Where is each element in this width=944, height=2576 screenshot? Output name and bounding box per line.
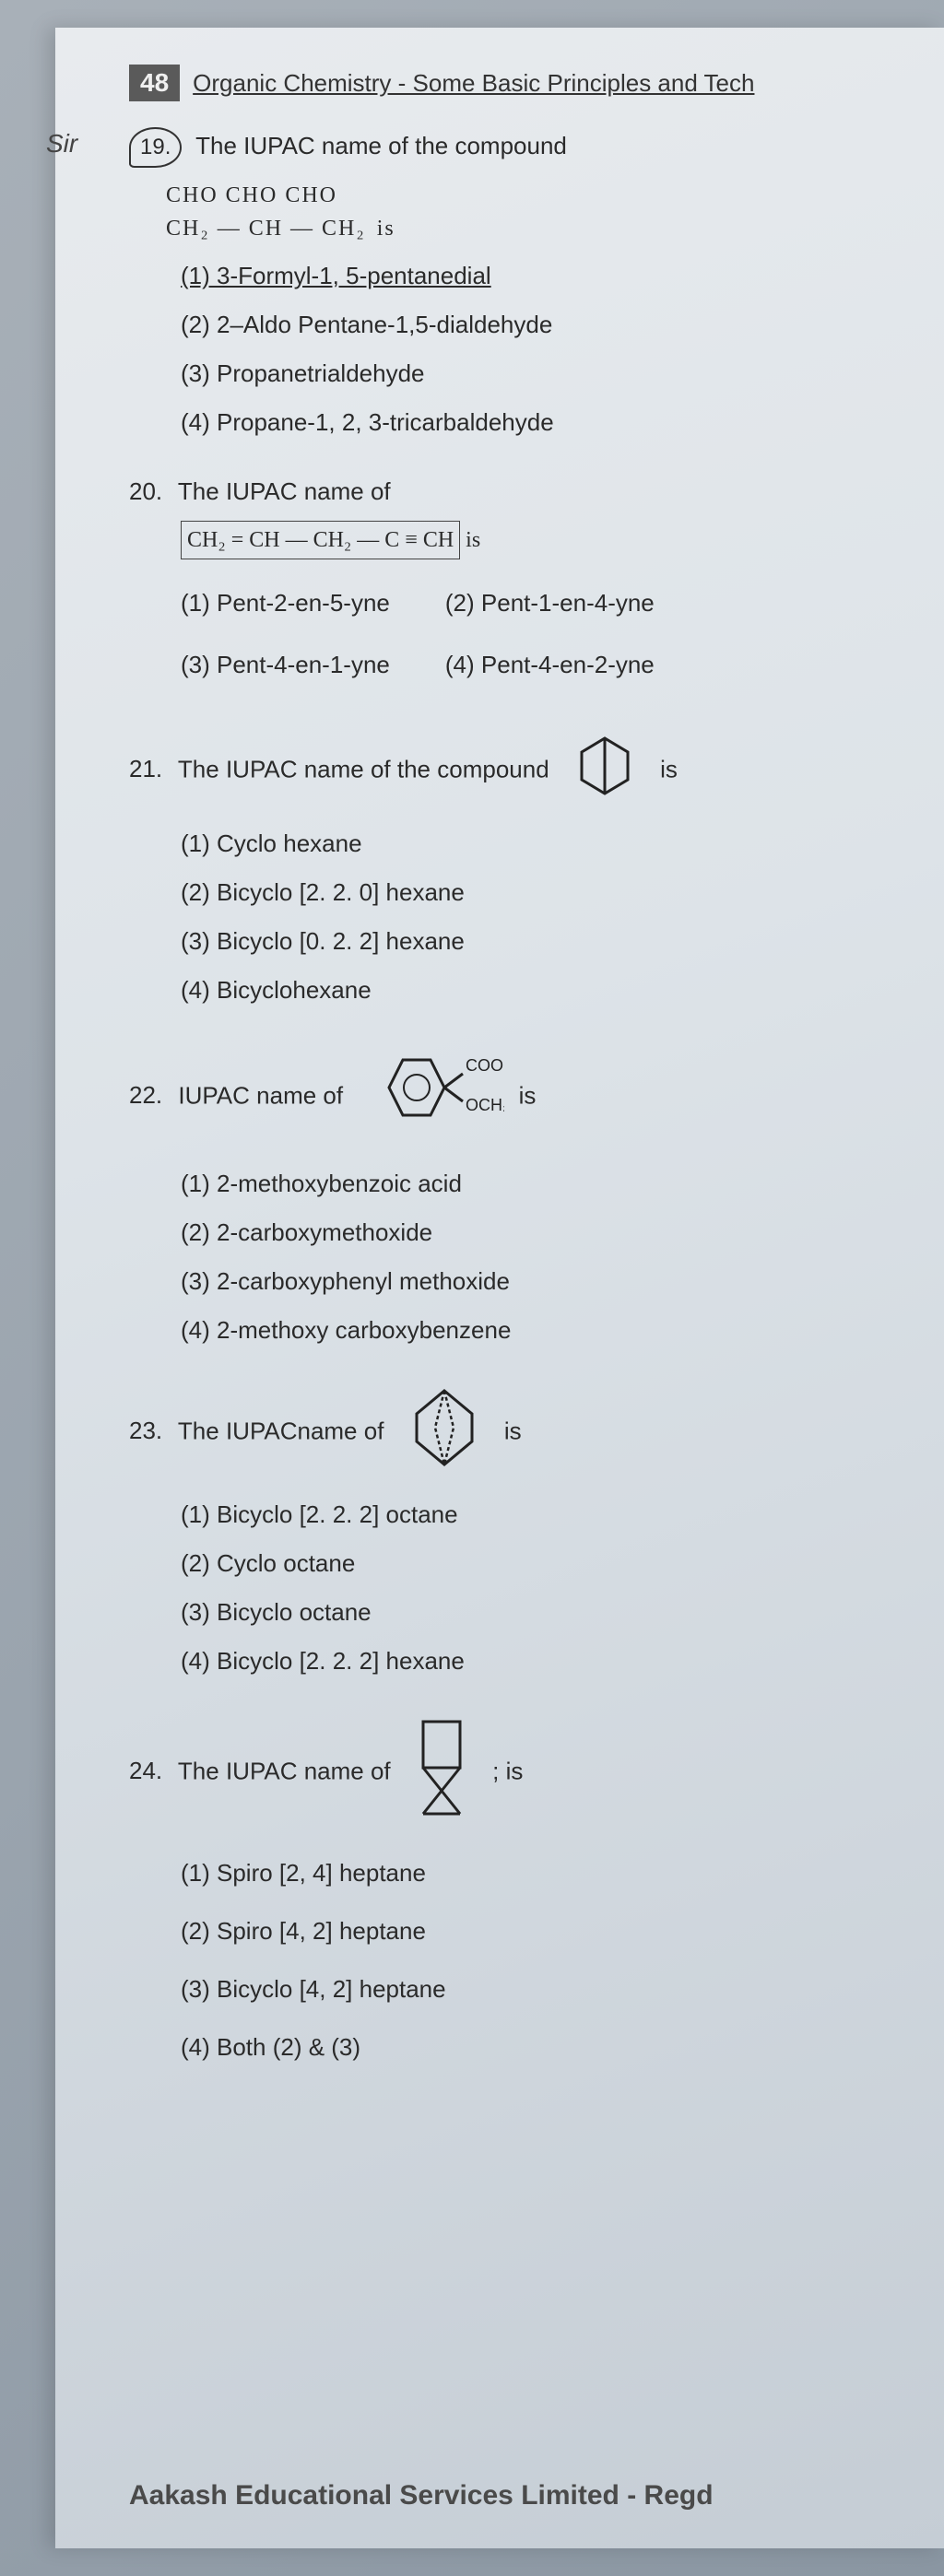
question-number: 23. bbox=[129, 1413, 162, 1449]
cooh-label: COOH bbox=[466, 1056, 504, 1075]
options-list: (1) Cyclo hexane (2) Bicyclo [2. 2. 0] h… bbox=[181, 826, 926, 1008]
question-text: The IUPACname of bbox=[178, 1417, 384, 1444]
is-label: is bbox=[466, 528, 480, 552]
question-24: 24. The IUPAC name of ; is (1) Spiro [2,… bbox=[129, 1712, 926, 2065]
options-list: (1) Bicyclo [2. 2. 2] octane (2) Cyclo o… bbox=[181, 1497, 926, 1679]
chapter-title: Organic Chemistry - Some Basic Principle… bbox=[193, 69, 754, 98]
question-21: 21. The IUPAC name of the compound is (1… bbox=[129, 729, 926, 1008]
question-19: 19. The IUPAC name of the compound CHO C… bbox=[129, 127, 926, 441]
option-3: (3) Propanetrialdehyde bbox=[181, 356, 926, 392]
option-4: (4) Both (2) & (3) bbox=[181, 2029, 926, 2065]
chemical-structure: CHO CHO CHO CH₂ — CH — CH₂ is bbox=[166, 179, 926, 245]
option-2: (2) Spiro [4, 2] heptane bbox=[181, 1913, 926, 1949]
option-4: (4) Pent-4-en-2-yne bbox=[445, 647, 655, 683]
question-text: The IUPAC name of the compound bbox=[178, 755, 549, 782]
option-1: (1) Pent-2-en-5-yne bbox=[181, 585, 390, 621]
structure-line: CHO CHO CHO bbox=[166, 179, 926, 212]
option-4: (4) Bicyclohexane bbox=[181, 972, 926, 1008]
benzene-figure-icon: COOH OCH₃ bbox=[357, 1041, 504, 1153]
question-text: IUPAC name of bbox=[178, 1081, 343, 1109]
structure-line: CH₂ — CH — CH₂ bbox=[166, 212, 366, 245]
is-label: is bbox=[504, 1417, 522, 1444]
question-text: The IUPAC name of bbox=[178, 1757, 391, 1784]
bicyclo-figure-icon bbox=[563, 729, 646, 813]
option-1: (1) 2-methoxybenzoic acid bbox=[181, 1166, 926, 1202]
och3-label: OCH₃ bbox=[466, 1096, 504, 1114]
option-2: (2) Bicyclo [2. 2. 0] hexane bbox=[181, 875, 926, 911]
question-text: The IUPAC name of bbox=[178, 477, 391, 505]
question-number: 22. bbox=[129, 1077, 162, 1113]
question-number: 19. bbox=[129, 127, 182, 168]
question-22: 22. IUPAC name of COOH OCH₃ is (1) 2-met… bbox=[129, 1041, 926, 1348]
option-3: (3) 2-carboxyphenyl methoxide bbox=[181, 1264, 926, 1300]
option-1: (1) Spiro [2, 4] heptane bbox=[181, 1855, 926, 1891]
page-footer: Aakash Educational Services Limited - Re… bbox=[129, 2480, 944, 2511]
is-label: is bbox=[660, 755, 678, 782]
option-3: (3) Bicyclo octane bbox=[181, 1594, 926, 1630]
page: 48 Organic Chemistry - Some Basic Princi… bbox=[55, 28, 944, 2548]
options-list: (1) Spiro [2, 4] heptane (2) Spiro [4, 2… bbox=[181, 1855, 926, 2065]
options-list: (1) Pent-2-en-5-yne (2) Pent-1-en-4-yne … bbox=[181, 572, 926, 696]
options-list: (1) 3-Formyl-1, 5-pentanedial (2) 2–Aldo… bbox=[181, 258, 926, 441]
option-3: (3) Pent-4-en-1-yne bbox=[181, 647, 390, 683]
is-label: is bbox=[377, 212, 395, 245]
question-number: 20. bbox=[129, 474, 162, 510]
option-2: (2) Pent-1-en-4-yne bbox=[445, 585, 655, 621]
option-1: (1) Cyclo hexane bbox=[181, 826, 926, 862]
question-20: 20. The IUPAC name of CH₂ = CH — CH₂ — C… bbox=[129, 474, 926, 696]
option-2: (2) 2–Aldo Pentane-1,5-dialdehyde bbox=[181, 307, 926, 343]
option-1: (1) 3-Formyl-1, 5-pentanedial bbox=[181, 258, 926, 294]
option-4: (4) Propane-1, 2, 3-tricarbaldehyde bbox=[181, 405, 926, 441]
option-4: (4) 2-methoxy carboxybenzene bbox=[181, 1312, 926, 1348]
page-header: 48 Organic Chemistry - Some Basic Princi… bbox=[129, 65, 926, 101]
bicyclo-octane-figure-icon bbox=[398, 1382, 490, 1484]
question-23: 23. The IUPACname of is (1) Bicyclo [2. … bbox=[129, 1382, 926, 1679]
option-1: (1) Bicyclo [2. 2. 2] octane bbox=[181, 1497, 926, 1533]
structure-formula: CH₂ = CH — CH₂ — C ≡ CH bbox=[181, 521, 460, 559]
options-list: (1) 2-methoxybenzoic acid (2) 2-carboxym… bbox=[181, 1166, 926, 1348]
handwritten-annotation: Sir bbox=[46, 129, 77, 159]
page-number-badge: 48 bbox=[129, 65, 180, 101]
option-3: (3) Bicyclo [0. 2. 2] hexane bbox=[181, 923, 926, 959]
question-number: 21. bbox=[129, 751, 162, 787]
option-2: (2) 2-carboxymethoxide bbox=[181, 1215, 926, 1251]
question-number: 24. bbox=[129, 1753, 162, 1789]
is-label: ; is bbox=[492, 1757, 523, 1784]
question-text: The IUPAC name of the compound bbox=[195, 132, 567, 159]
is-label: is bbox=[519, 1081, 537, 1109]
chemical-structure: CH₂ = CH — CH₂ — C ≡ CH is bbox=[181, 521, 926, 559]
spiro-figure-icon bbox=[405, 1712, 478, 1833]
option-4: (4) Bicyclo [2. 2. 2] hexane bbox=[181, 1643, 926, 1679]
option-2: (2) Cyclo octane bbox=[181, 1546, 926, 1582]
option-3: (3) Bicyclo [4, 2] heptane bbox=[181, 1971, 926, 2007]
